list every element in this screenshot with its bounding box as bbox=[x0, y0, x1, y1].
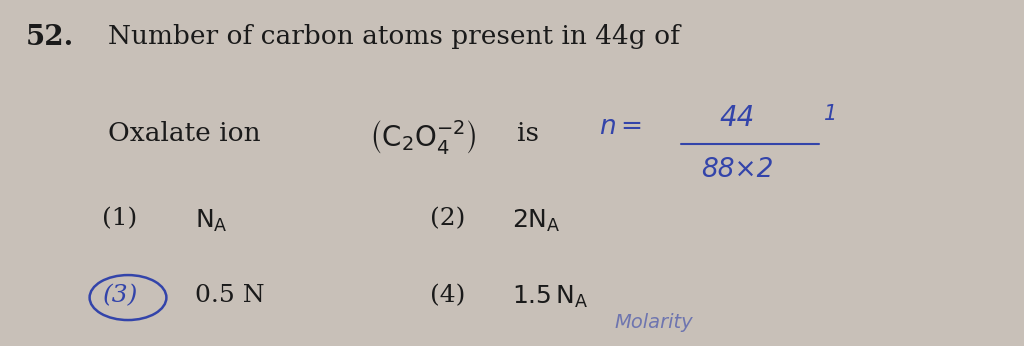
Text: $\mathrm{2N_A}$: $\mathrm{2N_A}$ bbox=[512, 208, 561, 234]
Text: Number of carbon atoms present in 44g of: Number of carbon atoms present in 44g of bbox=[108, 24, 679, 49]
Text: Oxalate ion: Oxalate ion bbox=[108, 121, 260, 146]
Text: 88×2: 88×2 bbox=[701, 157, 773, 183]
Text: 0.5 N: 0.5 N bbox=[195, 284, 264, 307]
Text: $\mathrm{N_A}$: $\mathrm{N_A}$ bbox=[195, 208, 227, 234]
Text: 1: 1 bbox=[824, 104, 838, 124]
Text: (2): (2) bbox=[430, 208, 466, 230]
Text: (3): (3) bbox=[102, 284, 138, 307]
Text: $n=$: $n=$ bbox=[599, 114, 642, 140]
Text: (4): (4) bbox=[430, 284, 466, 307]
Text: (1): (1) bbox=[102, 208, 137, 230]
Text: Molarity: Molarity bbox=[614, 313, 693, 332]
Text: 52.: 52. bbox=[26, 24, 74, 51]
Text: $\mathrm{1.5\,N_A}$: $\mathrm{1.5\,N_A}$ bbox=[512, 284, 589, 310]
Text: $\left(\mathrm{C_2O_4^{-2}}\right)$: $\left(\mathrm{C_2O_4^{-2}}\right)$ bbox=[369, 118, 476, 156]
Text: 44: 44 bbox=[720, 104, 755, 132]
Text: is: is bbox=[517, 121, 539, 146]
